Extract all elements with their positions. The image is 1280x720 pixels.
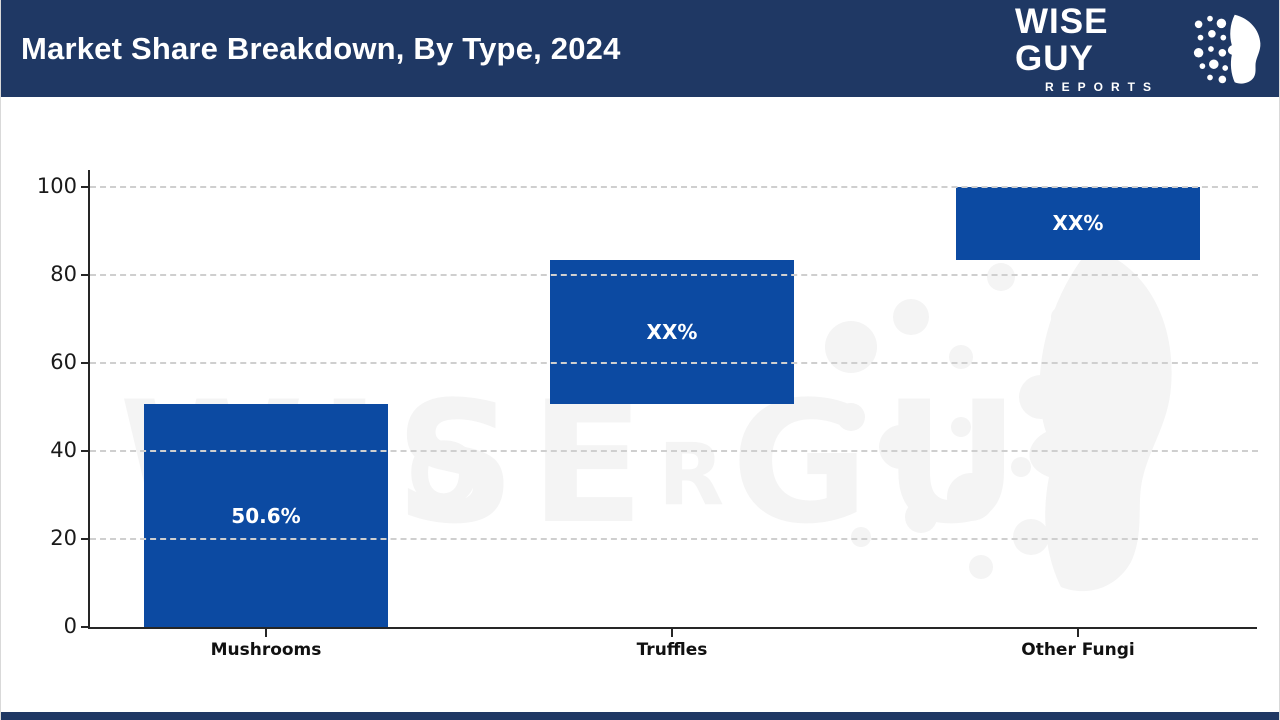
y-tick-mark (81, 450, 88, 452)
x-tick-mark (265, 629, 267, 637)
x-axis-line (88, 627, 1257, 629)
y-tick-mark (81, 274, 88, 276)
x-category-label-truffles: Truffles (636, 640, 708, 660)
x-category-label-mushrooms: Mushrooms (210, 640, 322, 660)
y-gridline (90, 186, 1258, 188)
y-tick-mark (81, 538, 88, 540)
y-tick-label: 100 (36, 174, 77, 198)
page-title: Market Share Breakdown, By Type, 2024 (21, 30, 621, 66)
y-tick-label: 60 (50, 350, 77, 374)
y-tick-mark (81, 186, 88, 188)
bar-chart: 0 20 40 60 80 100 50.6% XX% XX% Mushrooms Truffles… (1, 97, 1279, 712)
bar-mushrooms: 50.6% (144, 404, 388, 627)
y-gridline (90, 538, 1258, 540)
y-tick-mark (81, 362, 88, 364)
y-tick-label: 20 (50, 526, 77, 550)
bar-value-label: XX% (1052, 211, 1104, 236)
wise-guy-reports-logo: WISE GUY REPORTS (1015, 3, 1265, 94)
logo-wordmark: WISE GUY (1015, 2, 1109, 78)
y-tick-label: 80 (50, 262, 77, 286)
header-bar: Market Share Breakdown, By Type, 2024 WI… (1, 0, 1279, 97)
y-axis-line (88, 170, 90, 629)
footer-bar (1, 712, 1279, 720)
bar-value-label: 50.6% (231, 503, 301, 528)
y-tick-label: 40 (50, 438, 77, 462)
x-tick-mark (671, 629, 673, 637)
logo-text: WISE GUY REPORTS (1015, 2, 1189, 94)
x-category-label-other-fungi: Other Fungi (1021, 640, 1135, 660)
bar-value-label: XX% (646, 319, 698, 344)
x-tick-mark (1077, 629, 1079, 637)
bar-truffles: XX% (550, 259, 794, 405)
logo-head-icon (1193, 14, 1261, 84)
y-tick-mark (81, 626, 88, 628)
y-tick-label: 0 (63, 614, 77, 638)
bar-other-fungi: XX% (956, 187, 1200, 260)
y-gridline (90, 450, 1258, 452)
y-gridline (90, 274, 1258, 276)
logo-subtext: REPORTS (1044, 79, 1159, 94)
y-gridline (90, 362, 1258, 364)
